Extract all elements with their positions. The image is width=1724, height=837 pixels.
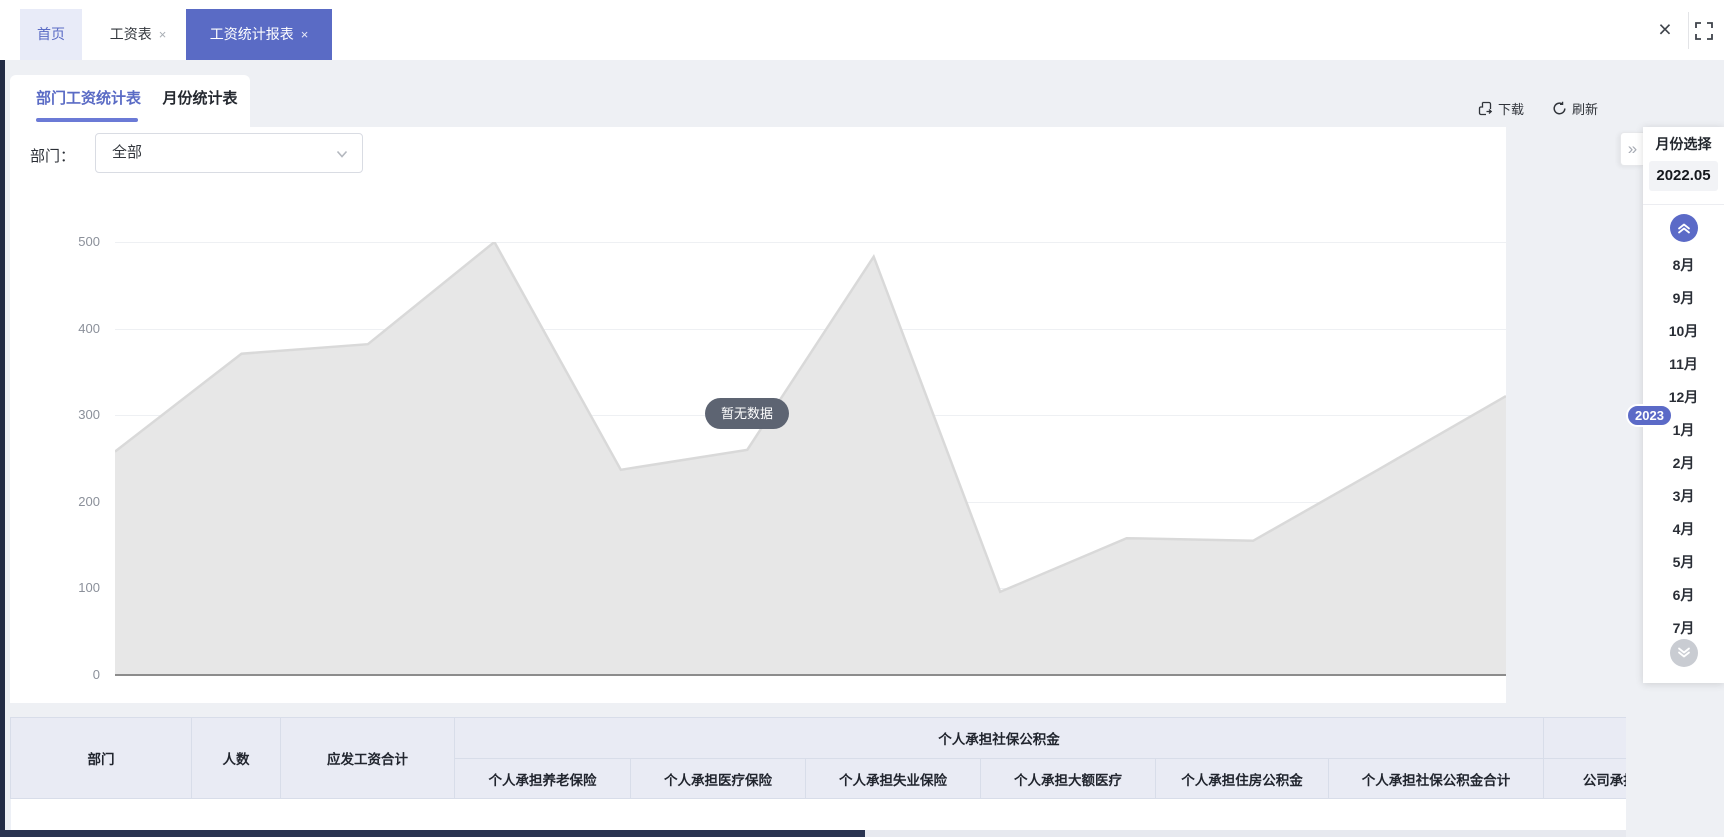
area-chart-svg xyxy=(115,242,1506,675)
horizontal-scrollbar-thumb[interactable] xyxy=(0,830,865,837)
month-list: 8月 9月 10月 11月 12月 1月 2月 3月 4月 5月 6月 7月 xyxy=(1643,249,1724,645)
report-tab-strip: 部门工资统计表 月份统计表 xyxy=(10,75,250,127)
month-item-jun[interactable]: 6月 xyxy=(1672,587,1695,603)
tab-department-salary-stats[interactable]: 部门工资统计表 xyxy=(36,90,142,107)
table-empty-row xyxy=(10,798,1626,831)
tab-home-label: 首页 xyxy=(37,26,65,42)
col-gross-total: 应发工资合计 xyxy=(280,717,455,799)
month-item-jan[interactable]: 1月 xyxy=(1672,422,1695,438)
col-personal-medical: 个人承担医疗保险 xyxy=(630,758,806,799)
scroll-months-down-button[interactable] xyxy=(1669,639,1698,667)
double-chevron-down-icon xyxy=(1677,647,1690,658)
group-personal-contributions: 个人承担社保公积金 xyxy=(453,717,1545,759)
col-personal-pension: 个人承担养老保险 xyxy=(454,758,631,799)
tab-salary-sheet-close-icon[interactable]: × xyxy=(158,27,167,42)
left-nav-rail[interactable] xyxy=(0,60,5,837)
y-tick-200: 200 xyxy=(78,494,100,509)
col-personal-major-medical: 个人承担大额医疗 xyxy=(980,758,1156,799)
col-personal-housing-fund: 个人承担住房公积金 xyxy=(1155,758,1329,799)
col-department: 部门 xyxy=(10,717,192,799)
x-axis-line xyxy=(115,674,1506,676)
active-tab-underline xyxy=(36,118,138,122)
department-select-value: 全部 xyxy=(112,144,143,161)
refresh-button[interactable]: 刷新 xyxy=(1552,99,1598,117)
y-tick-500: 500 xyxy=(78,234,100,249)
no-data-tooltip: 暂无数据 xyxy=(705,398,789,429)
summary-table: 部门 人数 应发工资合计 个人承担社保公积金 个人承担养老保险 个人承担医疗保险… xyxy=(10,717,1626,831)
col-company-contribution: 公司承担社保公积金 xyxy=(1543,758,1626,799)
month-picker-panel: 月份选择 2022.05 8月 9月 10月 11月 12月 1月 2月 3月 … xyxy=(1626,127,1724,683)
chart-area-line xyxy=(115,242,1506,594)
y-tick-0: 0 xyxy=(92,667,100,682)
refresh-label: 刷新 xyxy=(1572,101,1599,117)
fullscreen-icon[interactable] xyxy=(1695,22,1713,40)
horizontal-scrollbar-track[interactable] xyxy=(0,830,1626,837)
col-personal-unemployment: 个人承担失业保险 xyxy=(805,758,981,799)
tab-salary-report-label: 工资统计报表 xyxy=(209,26,294,42)
month-item-sep[interactable]: 9月 xyxy=(1672,290,1695,306)
tab-salary-report[interactable]: 工资统计报表 × xyxy=(186,9,332,60)
tab-month-stats[interactable]: 月份统计表 xyxy=(162,90,238,107)
window-controls-divider xyxy=(1688,12,1689,49)
department-select[interactable]: 全部 xyxy=(95,133,363,173)
month-item-nov[interactable]: 11月 xyxy=(1669,356,1698,372)
gridline-500 xyxy=(115,242,1506,243)
month-item-may[interactable]: 5月 xyxy=(1672,554,1695,570)
top-tab-bar: 首页 工资表 × 工资统计报表 × × xyxy=(0,0,1724,60)
month-item-aug[interactable]: 8月 xyxy=(1672,257,1695,273)
group-company-contributions xyxy=(1543,717,1626,759)
y-tick-300: 300 xyxy=(78,407,100,422)
window-close-icon[interactable]: × xyxy=(1658,16,1672,42)
month-item-mar[interactable]: 3月 xyxy=(1672,488,1695,504)
tab-home[interactable]: 首页 xyxy=(20,9,82,60)
refresh-icon xyxy=(1553,101,1566,114)
tab-salary-report-close-icon[interactable]: × xyxy=(300,27,309,42)
scroll-months-up-button[interactable] xyxy=(1669,214,1698,242)
y-tick-400: 400 xyxy=(78,321,100,336)
download-icon xyxy=(1478,101,1493,115)
panel-collapse-button[interactable]: » xyxy=(1620,132,1644,166)
department-filter-label: 部门： xyxy=(30,148,76,165)
chevron-down-icon xyxy=(336,150,348,158)
month-item-jul[interactable]: 7月 xyxy=(1672,620,1695,636)
month-item-feb[interactable]: 2月 xyxy=(1672,455,1695,471)
panel-divider xyxy=(1643,204,1724,205)
current-month-value[interactable]: 2022.05 xyxy=(1649,161,1718,191)
month-item-apr[interactable]: 4月 xyxy=(1672,521,1695,537)
chart-area-fill xyxy=(115,242,1506,675)
col-personal-total: 个人承担社保公积金合计 xyxy=(1327,758,1545,799)
month-item-dec[interactable]: 12月 xyxy=(1668,389,1699,405)
year-badge: 2023 xyxy=(1626,404,1673,427)
double-chevron-up-icon xyxy=(1677,223,1690,234)
month-item-oct[interactable]: 10月 xyxy=(1668,323,1699,339)
col-headcount: 人数 xyxy=(191,717,281,799)
gridline-400 xyxy=(115,329,1506,330)
download-label: 下载 xyxy=(1498,101,1525,117)
month-picker-title: 月份选择 xyxy=(1655,136,1712,152)
tab-salary-sheet-label: 工资表 xyxy=(109,26,152,42)
download-button[interactable]: 下载 xyxy=(1478,99,1524,117)
y-tick-100: 100 xyxy=(78,580,100,595)
tab-salary-sheet[interactable]: 工资表 × xyxy=(90,9,186,60)
